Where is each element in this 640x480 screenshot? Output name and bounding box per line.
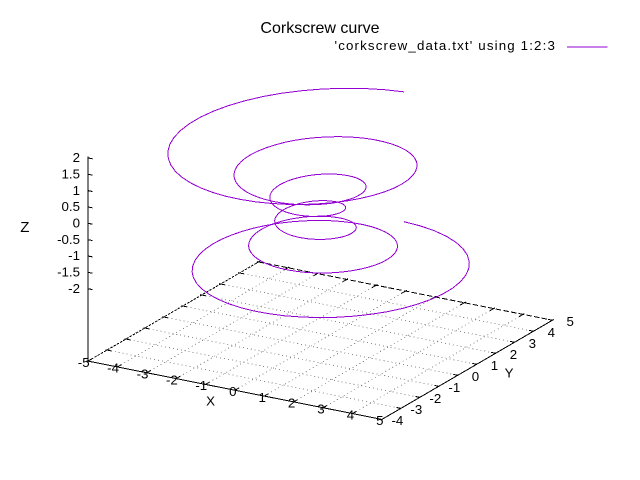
- svg-text:2: 2: [288, 396, 295, 411]
- svg-text:-1: -1: [68, 248, 80, 263]
- svg-text:0: 0: [73, 216, 80, 231]
- svg-text:-3: -3: [410, 402, 422, 417]
- svg-text:-5: -5: [78, 355, 90, 370]
- svg-text:X: X: [206, 394, 215, 409]
- svg-text:2: 2: [73, 150, 80, 165]
- svg-text:-2: -2: [166, 372, 178, 387]
- svg-text:4: 4: [347, 407, 354, 422]
- svg-text:1: 1: [491, 358, 498, 373]
- svg-text:-3: -3: [137, 367, 149, 382]
- svg-text:-4: -4: [107, 361, 119, 376]
- svg-text:1.5: 1.5: [62, 166, 81, 181]
- svg-text:-0.5: -0.5: [57, 232, 80, 247]
- svg-text:'corkscrew_data.txt' using 1:2: 'corkscrew_data.txt' using 1:2:3: [335, 38, 556, 53]
- svg-text:1: 1: [258, 390, 265, 405]
- svg-text:-2: -2: [429, 391, 441, 406]
- svg-text:3: 3: [529, 336, 536, 351]
- svg-text:5: 5: [567, 314, 574, 329]
- svg-text:-4: -4: [392, 413, 404, 428]
- svg-text:3: 3: [317, 401, 324, 416]
- svg-text:Z: Z: [20, 219, 29, 236]
- svg-text:1: 1: [73, 183, 80, 198]
- svg-text:-2: -2: [68, 281, 80, 296]
- svg-text:-1: -1: [448, 380, 460, 395]
- svg-text:-1: -1: [195, 378, 207, 393]
- svg-text:2: 2: [510, 347, 517, 362]
- svg-text:4: 4: [548, 325, 555, 340]
- svg-text:0.5: 0.5: [62, 199, 81, 214]
- svg-text:-1.5: -1.5: [57, 265, 80, 280]
- svg-text:0: 0: [229, 384, 236, 399]
- svg-text:5: 5: [376, 413, 383, 428]
- svg-text:0: 0: [472, 369, 479, 384]
- svg-text:Y: Y: [505, 366, 514, 381]
- svg-text:Corkscrew curve: Corkscrew curve: [260, 20, 379, 37]
